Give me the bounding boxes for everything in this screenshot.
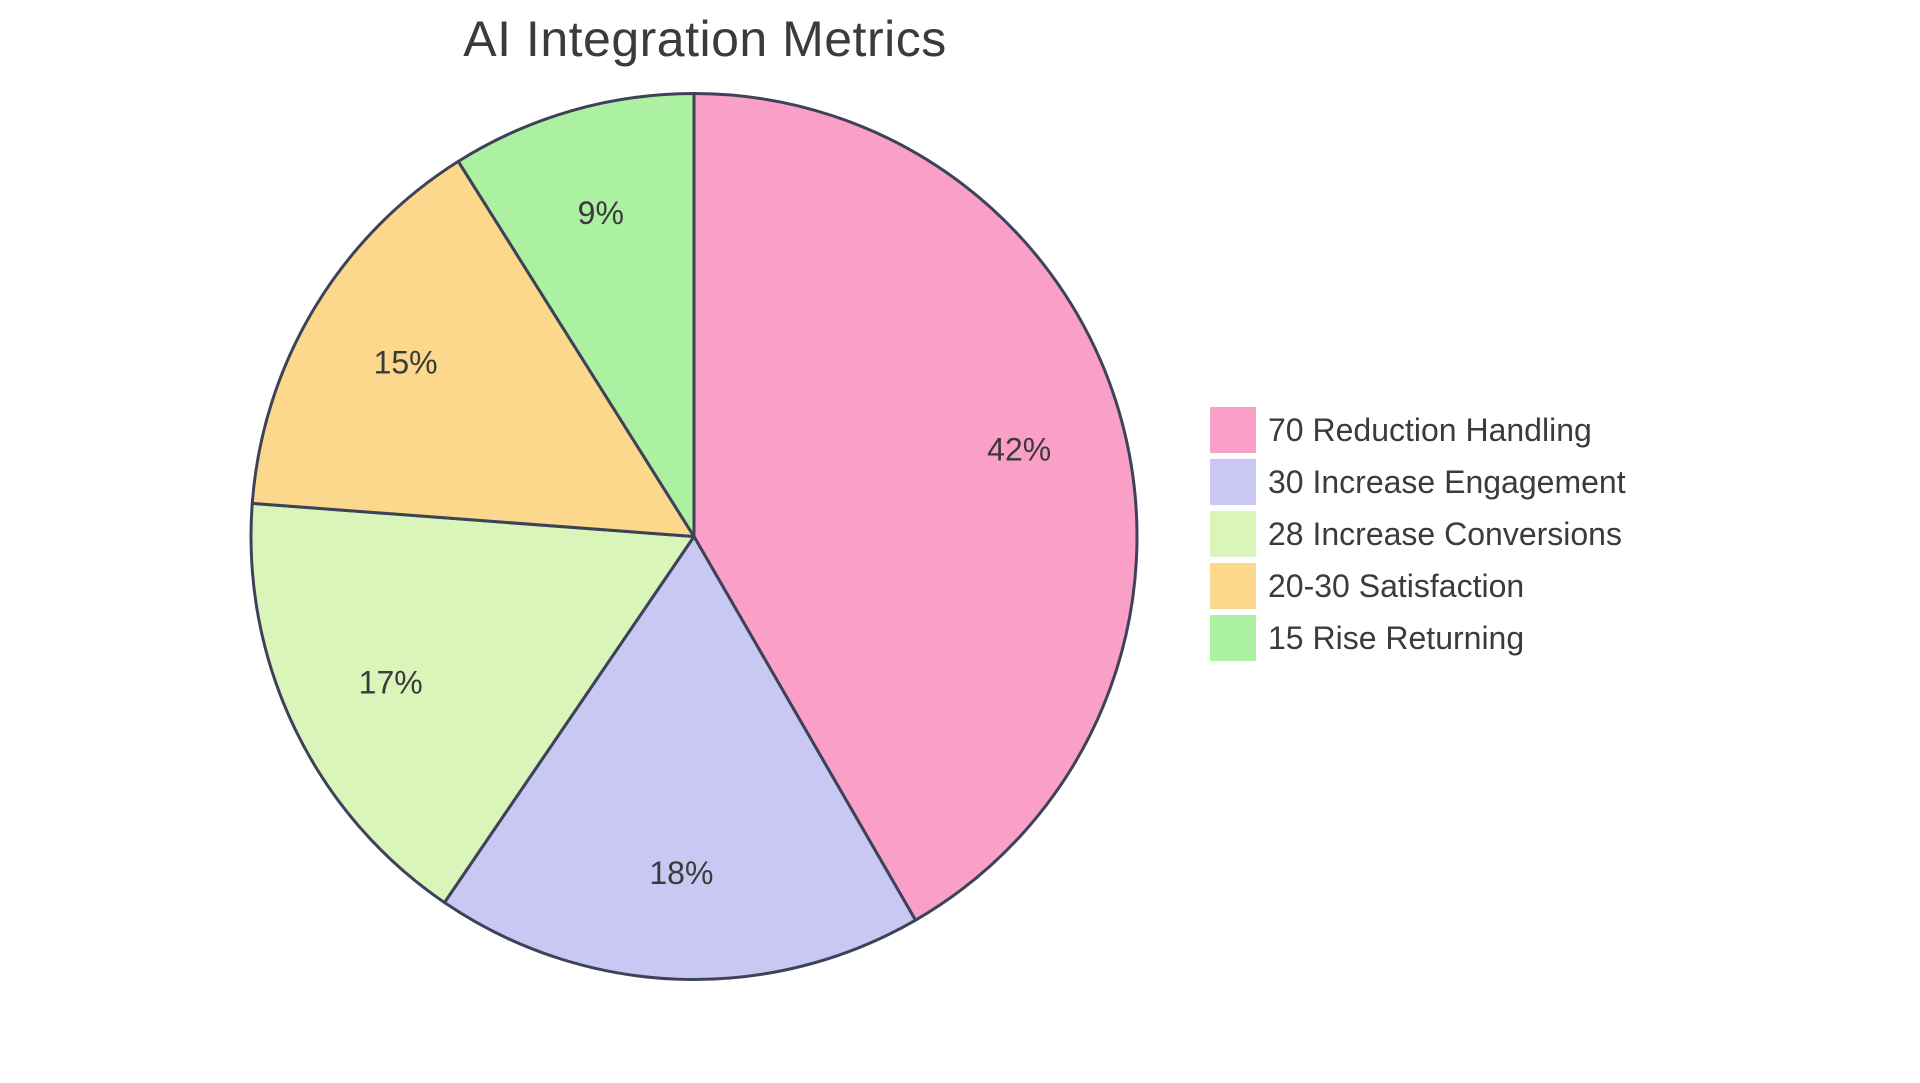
pie-slice-3 (250, 159, 696, 538)
legend-swatch-icon (1210, 615, 1256, 661)
chart-title: AI Integration Metrics (463, 11, 947, 67)
pie-slice-4 (456, 92, 696, 538)
legend-item-3: 20-30 Satisfaction (1210, 563, 1626, 609)
pie-slice-1 (442, 535, 917, 981)
legend-item-1: 30 Increase Engagement (1210, 459, 1626, 505)
legend-item-0: 70 Reduction Handling (1210, 407, 1626, 453)
legend-label: 70 Reduction Handling (1268, 411, 1592, 448)
legend: 70 Reduction Handling 30 Increase Engagem… (1210, 407, 1626, 661)
legend-swatch-icon (1210, 563, 1256, 609)
slice-percent-label-1: 18% (649, 855, 713, 891)
pie-slice-2 (249, 501, 696, 905)
legend-swatch-icon (1210, 511, 1256, 557)
legend-swatch-icon (1210, 459, 1256, 505)
slice-percent-label-2: 17% (359, 665, 423, 701)
legend-label: 30 Increase Engagement (1268, 463, 1626, 500)
legend-item-2: 28 Increase Conversions (1210, 511, 1626, 557)
slice-percent-label-0: 42% (987, 431, 1051, 467)
slice-percent-label-3: 15% (374, 345, 438, 381)
legend-swatch-icon (1210, 407, 1256, 453)
legend-label: 20-30 Satisfaction (1268, 567, 1525, 604)
legend-item-4: 15 Rise Returning (1210, 615, 1626, 661)
slice-percent-label-4: 9% (578, 195, 624, 231)
legend-label: 28 Increase Conversions (1268, 515, 1622, 552)
pie-slice-0 (692, 92, 1139, 922)
legend-label: 15 Rise Returning (1268, 619, 1525, 656)
